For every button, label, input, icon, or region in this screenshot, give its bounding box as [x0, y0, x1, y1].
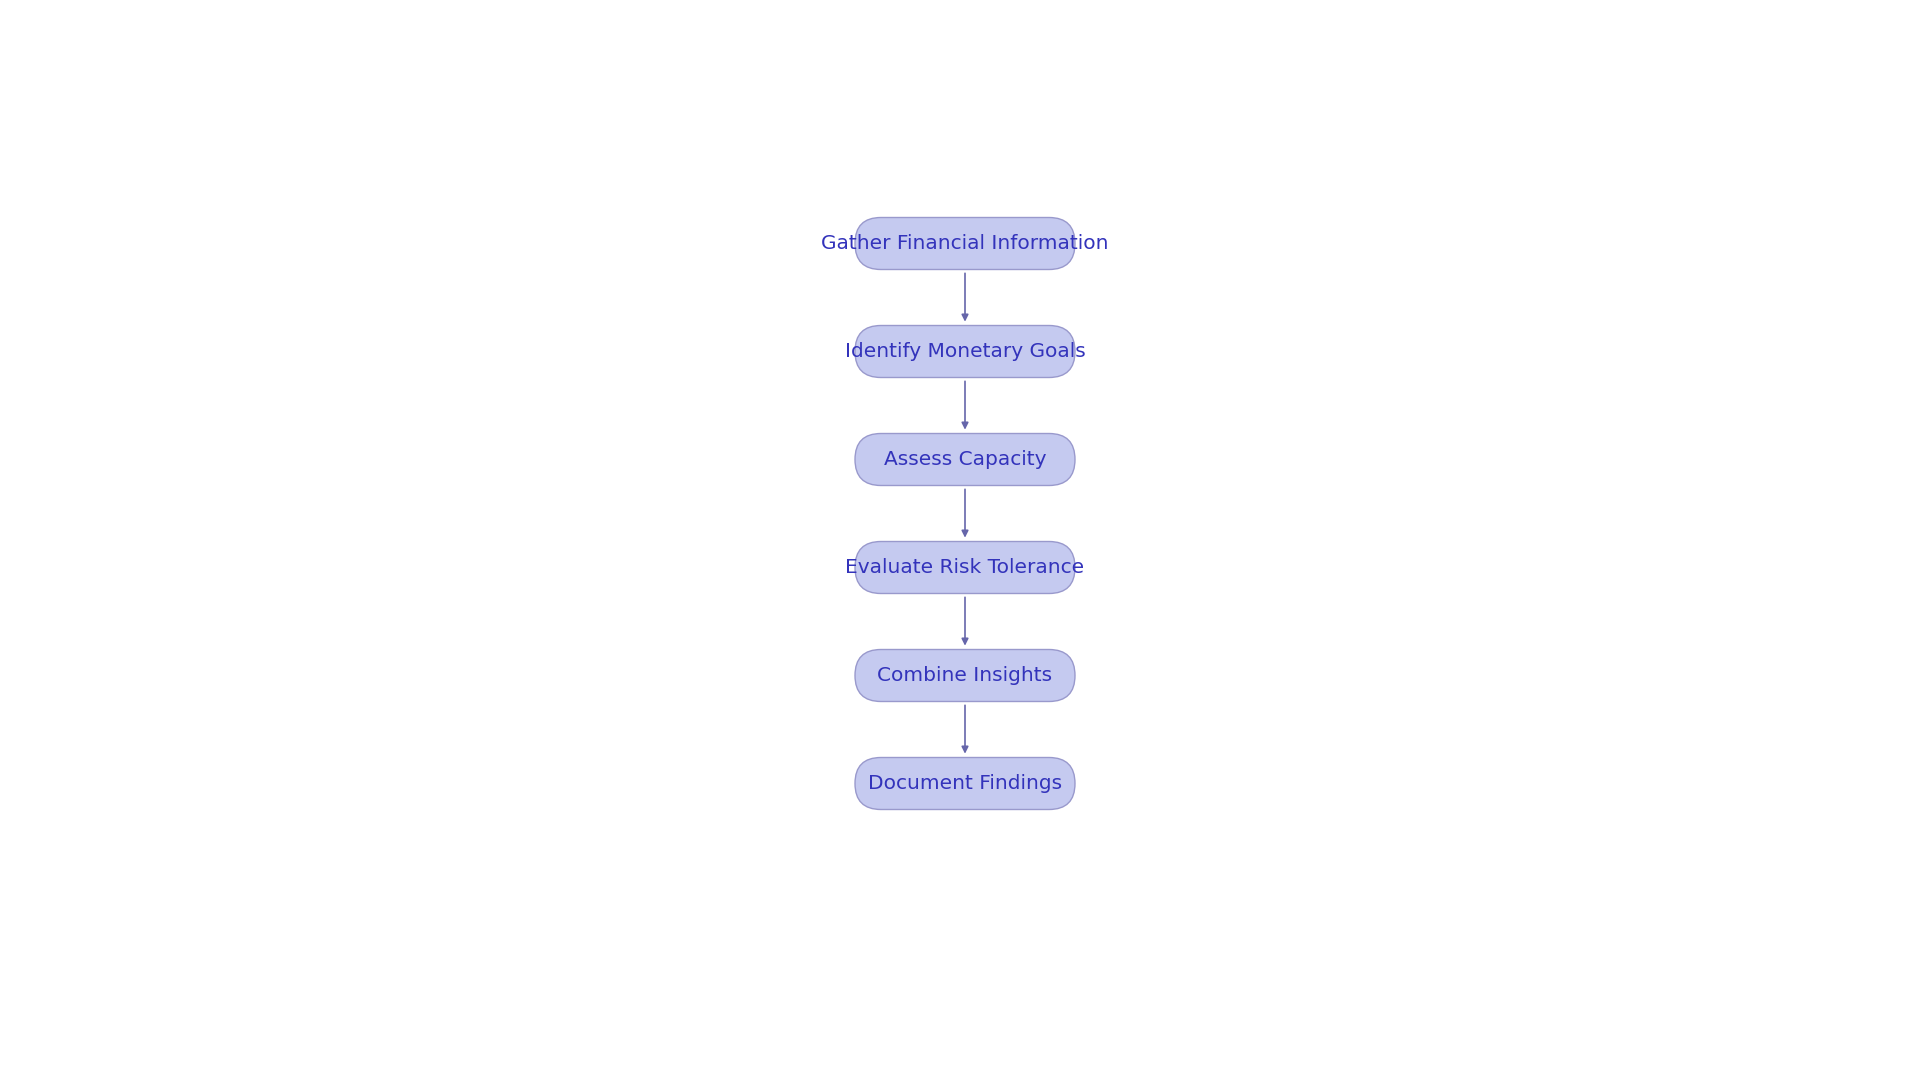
- Text: Gather Financial Information: Gather Financial Information: [822, 234, 1108, 253]
- FancyBboxPatch shape: [854, 542, 1075, 593]
- Text: Combine Insights: Combine Insights: [877, 666, 1052, 686]
- Text: Evaluate Risk Tolerance: Evaluate Risk Tolerance: [845, 558, 1085, 577]
- FancyBboxPatch shape: [854, 757, 1075, 809]
- FancyBboxPatch shape: [854, 326, 1075, 378]
- FancyBboxPatch shape: [854, 433, 1075, 485]
- Text: Assess Capacity: Assess Capacity: [883, 451, 1046, 469]
- Text: Identify Monetary Goals: Identify Monetary Goals: [845, 342, 1085, 361]
- FancyBboxPatch shape: [854, 218, 1075, 270]
- Text: Document Findings: Document Findings: [868, 774, 1062, 793]
- FancyBboxPatch shape: [854, 650, 1075, 702]
